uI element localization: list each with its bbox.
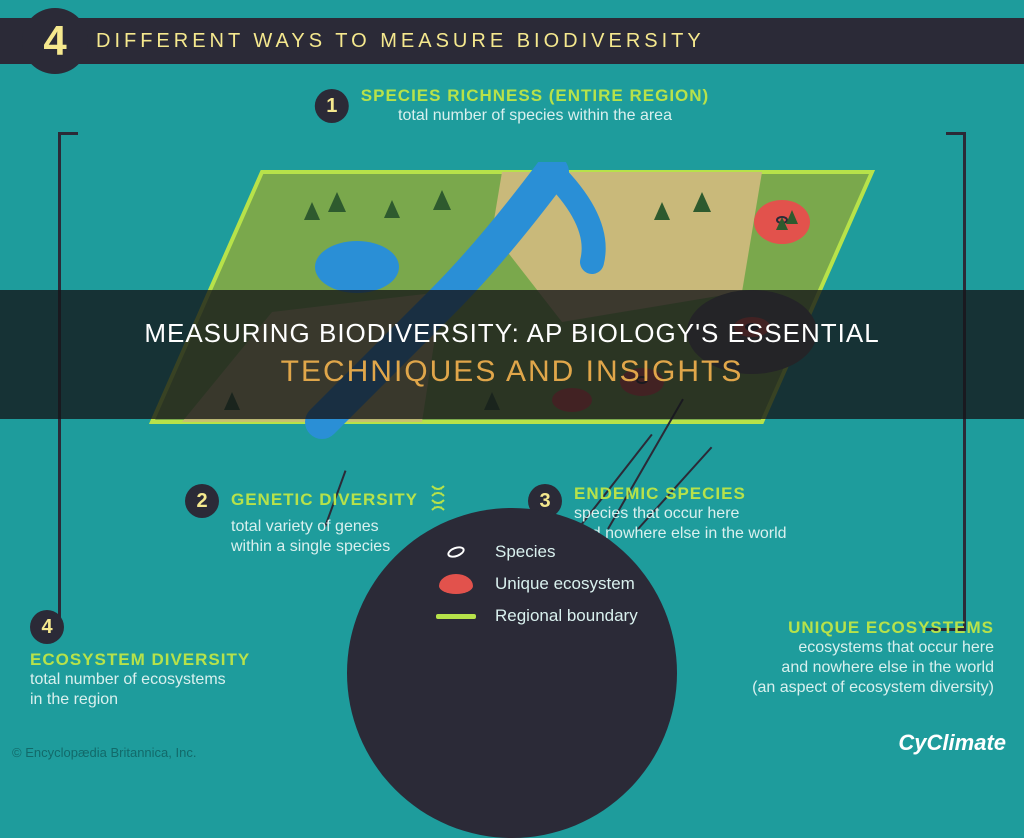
- header-title: DIFFERENT WAYS TO MEASURE BIODIVERSITY: [96, 30, 705, 53]
- item1-heading: SPECIES RICHNESS (ENTIRE REGION): [361, 86, 709, 106]
- legend-row-ecosystem: Unique ecosystem: [347, 568, 677, 600]
- legend-boundary-label: Regional boundary: [495, 606, 638, 626]
- legend-eco-label: Unique ecosystem: [495, 574, 635, 594]
- item2-heading: GENETIC DIVERSITY: [231, 484, 447, 517]
- boundary-icon: [436, 614, 476, 619]
- item-species-richness: 1 SPECIES RICHNESS (ENTIRE REGION) total…: [315, 86, 709, 126]
- legend-row-boundary: Regional boundary: [347, 600, 677, 632]
- item-unique-ecosystems: UNIQUE ECOSYSTEMS ecosystems that occur …: [704, 618, 994, 698]
- legend: Species Unique ecosystem Regional bounda…: [347, 508, 677, 838]
- item1-desc: total number of species within the area: [361, 106, 709, 126]
- item3-heading: ENDEMIC SPECIES: [574, 484, 787, 504]
- item5-desc: ecosystems that occur here and nowhere e…: [704, 638, 994, 698]
- item4-heading: ECOSYSTEM DIVERSITY: [30, 650, 290, 670]
- bracket-corner-left: [58, 132, 78, 152]
- item-ecosystem-diversity: 4 ECOSYSTEM DIVERSITY total number of ec…: [30, 610, 290, 710]
- item2-number-badge: 2: [185, 484, 219, 518]
- species-icon: [446, 544, 466, 560]
- item5-heading: UNIQUE ECOSYSTEMS: [704, 618, 994, 638]
- watermark: CyClimate: [898, 730, 1006, 756]
- item1-number-badge: 1: [315, 89, 349, 123]
- item4-desc: total number of ecosystems in the region: [30, 670, 290, 710]
- overlay-line1: MEASURING BIODIVERSITY: AP BIOLOGY'S ESS…: [0, 318, 1024, 349]
- credit-text: © Encyclopædia Britannica, Inc.: [12, 745, 196, 760]
- overlay-line2: TECHNIQUES AND INSIGHTS: [0, 355, 1024, 389]
- ecosystem-icon: [439, 574, 473, 594]
- legend-species-label: Species: [495, 542, 555, 562]
- header-bar: DIFFERENT WAYS TO MEASURE BIODIVERSITY: [0, 18, 1024, 64]
- header-number-badge: 4: [22, 8, 88, 74]
- overlay-title-band: MEASURING BIODIVERSITY: AP BIOLOGY'S ESS…: [0, 290, 1024, 419]
- bracket-corner-right: [946, 132, 966, 152]
- legend-row-species: Species: [347, 536, 677, 568]
- dna-icon: [429, 484, 447, 517]
- item4-number-badge: 4: [30, 610, 64, 644]
- header-number: 4: [43, 17, 66, 65]
